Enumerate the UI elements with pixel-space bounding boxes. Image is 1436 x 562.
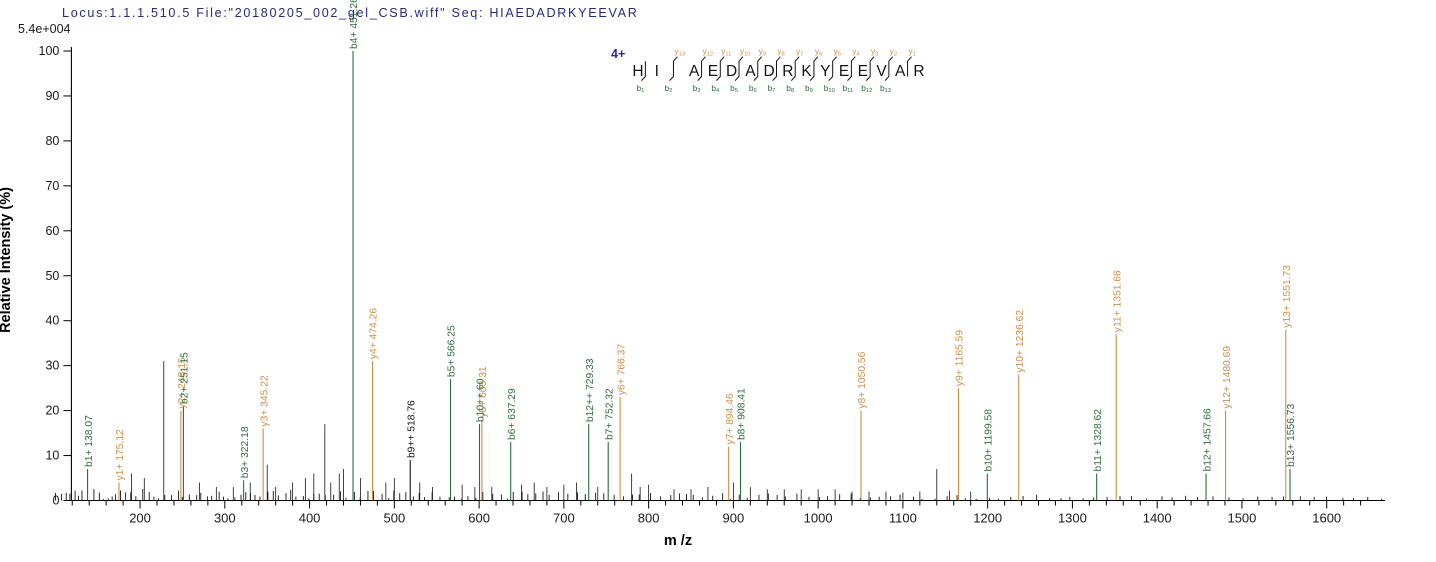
svg-text:1400: 1400: [1143, 511, 1172, 526]
svg-text:E: E: [839, 63, 849, 80]
svg-text:600: 600: [468, 511, 490, 526]
svg-text:m /z: m /z: [664, 533, 692, 549]
svg-text:b6+ 637.29: b6+ 637.29: [507, 388, 518, 440]
svg-text:40: 40: [45, 314, 59, 328]
svg-text:y6+ 766.37: y6+ 766.37: [616, 344, 627, 396]
svg-text:800: 800: [638, 511, 660, 526]
svg-text:70: 70: [45, 179, 59, 193]
svg-text:y12+ 1480.69: y12+ 1480.69: [1222, 346, 1233, 409]
svg-text:5.4e+004: 5.4e+004: [18, 22, 71, 36]
svg-text:1600: 1600: [1312, 511, 1341, 526]
svg-text:1500: 1500: [1227, 511, 1256, 526]
svg-text:b12+ 1457.66: b12+ 1457.66: [1202, 408, 1213, 472]
svg-text:V: V: [876, 63, 887, 80]
svg-text:y10+ 1236.62: y10+ 1236.62: [1015, 310, 1026, 373]
svg-text:A: A: [689, 63, 700, 80]
svg-text:1200: 1200: [973, 511, 1002, 526]
svg-text:b7+ 752.32: b7+ 752.32: [604, 388, 615, 440]
svg-text:y1+ 175.12: y1+ 175.12: [115, 429, 126, 481]
svg-text:b11+ 1328.62: b11+ 1328.62: [1093, 409, 1104, 472]
svg-text:b10++ 60: b10++ 60: [476, 378, 487, 422]
svg-text:4+: 4+: [611, 47, 625, 61]
svg-text:60: 60: [45, 224, 59, 238]
svg-text:100: 100: [39, 44, 60, 58]
svg-text:b13+ 1556.73: b13+ 1556.73: [1286, 403, 1297, 467]
svg-text:b5+ 566.25: b5+ 566.25: [447, 325, 458, 377]
svg-text:50: 50: [45, 269, 59, 283]
svg-text:H: H: [632, 63, 643, 80]
svg-text:I: I: [655, 63, 659, 80]
svg-text:y9+ 1165.59: y9+ 1165.59: [955, 330, 966, 386]
svg-text:20: 20: [45, 404, 59, 418]
svg-text:b1+ 138.07: b1+ 138.07: [84, 415, 95, 467]
svg-text:R: R: [913, 63, 924, 80]
svg-text:Y: Y: [820, 63, 830, 80]
svg-text:1000: 1000: [804, 511, 833, 526]
svg-text:b10+ 1199.58: b10+ 1199.58: [984, 409, 995, 472]
svg-text:80: 80: [45, 134, 59, 148]
svg-text:E: E: [858, 63, 868, 80]
svg-text:b12++ 729.33: b12++ 729.33: [585, 358, 596, 422]
svg-text:D: D: [726, 63, 737, 80]
svg-text:b2+ 251.15: b2+ 251.15: [180, 352, 191, 404]
svg-text:A: A: [745, 63, 756, 80]
svg-text:y8+ 1050.56: y8+ 1050.56: [857, 351, 868, 408]
svg-text:30: 30: [45, 359, 59, 373]
svg-text:D: D: [764, 63, 775, 80]
svg-text:b4+ 451.26 [M+4H]4+: b4+ 451.26 [M+4H]4+: [349, 0, 360, 49]
svg-text:A: A: [895, 63, 906, 80]
svg-text:1100: 1100: [889, 511, 917, 526]
svg-text:y13+ 1551.73: y13+ 1551.73: [1282, 265, 1293, 328]
svg-text:K: K: [801, 63, 812, 80]
svg-text:300: 300: [214, 511, 236, 526]
svg-text:700: 700: [553, 511, 575, 526]
svg-text:E: E: [708, 63, 718, 80]
svg-text:200: 200: [129, 511, 151, 526]
svg-text:b3+ 322.18: b3+ 322.18: [240, 426, 251, 478]
svg-text:y11+ 1351.66: y11+ 1351.66: [1112, 270, 1123, 332]
svg-text:b9++ 518.76: b9++ 518.76: [406, 400, 417, 458]
svg-text:1300: 1300: [1058, 511, 1087, 526]
svg-text:y4+ 474.26: y4+ 474.26: [369, 308, 380, 360]
svg-text:900: 900: [723, 511, 745, 526]
svg-text:y3+ 345.22: y3+ 345.22: [259, 375, 270, 427]
svg-text:90: 90: [45, 89, 59, 103]
svg-text:500: 500: [383, 511, 405, 526]
svg-text:y7+ 894.46: y7+ 894.46: [725, 393, 736, 445]
svg-text:R: R: [782, 63, 793, 80]
svg-text:b8+ 908.41: b8+ 908.41: [737, 388, 748, 440]
svg-text:Relative Intensity (%): Relative Intensity (%): [0, 187, 14, 333]
svg-text:10: 10: [45, 449, 59, 463]
svg-text:400: 400: [299, 511, 321, 526]
